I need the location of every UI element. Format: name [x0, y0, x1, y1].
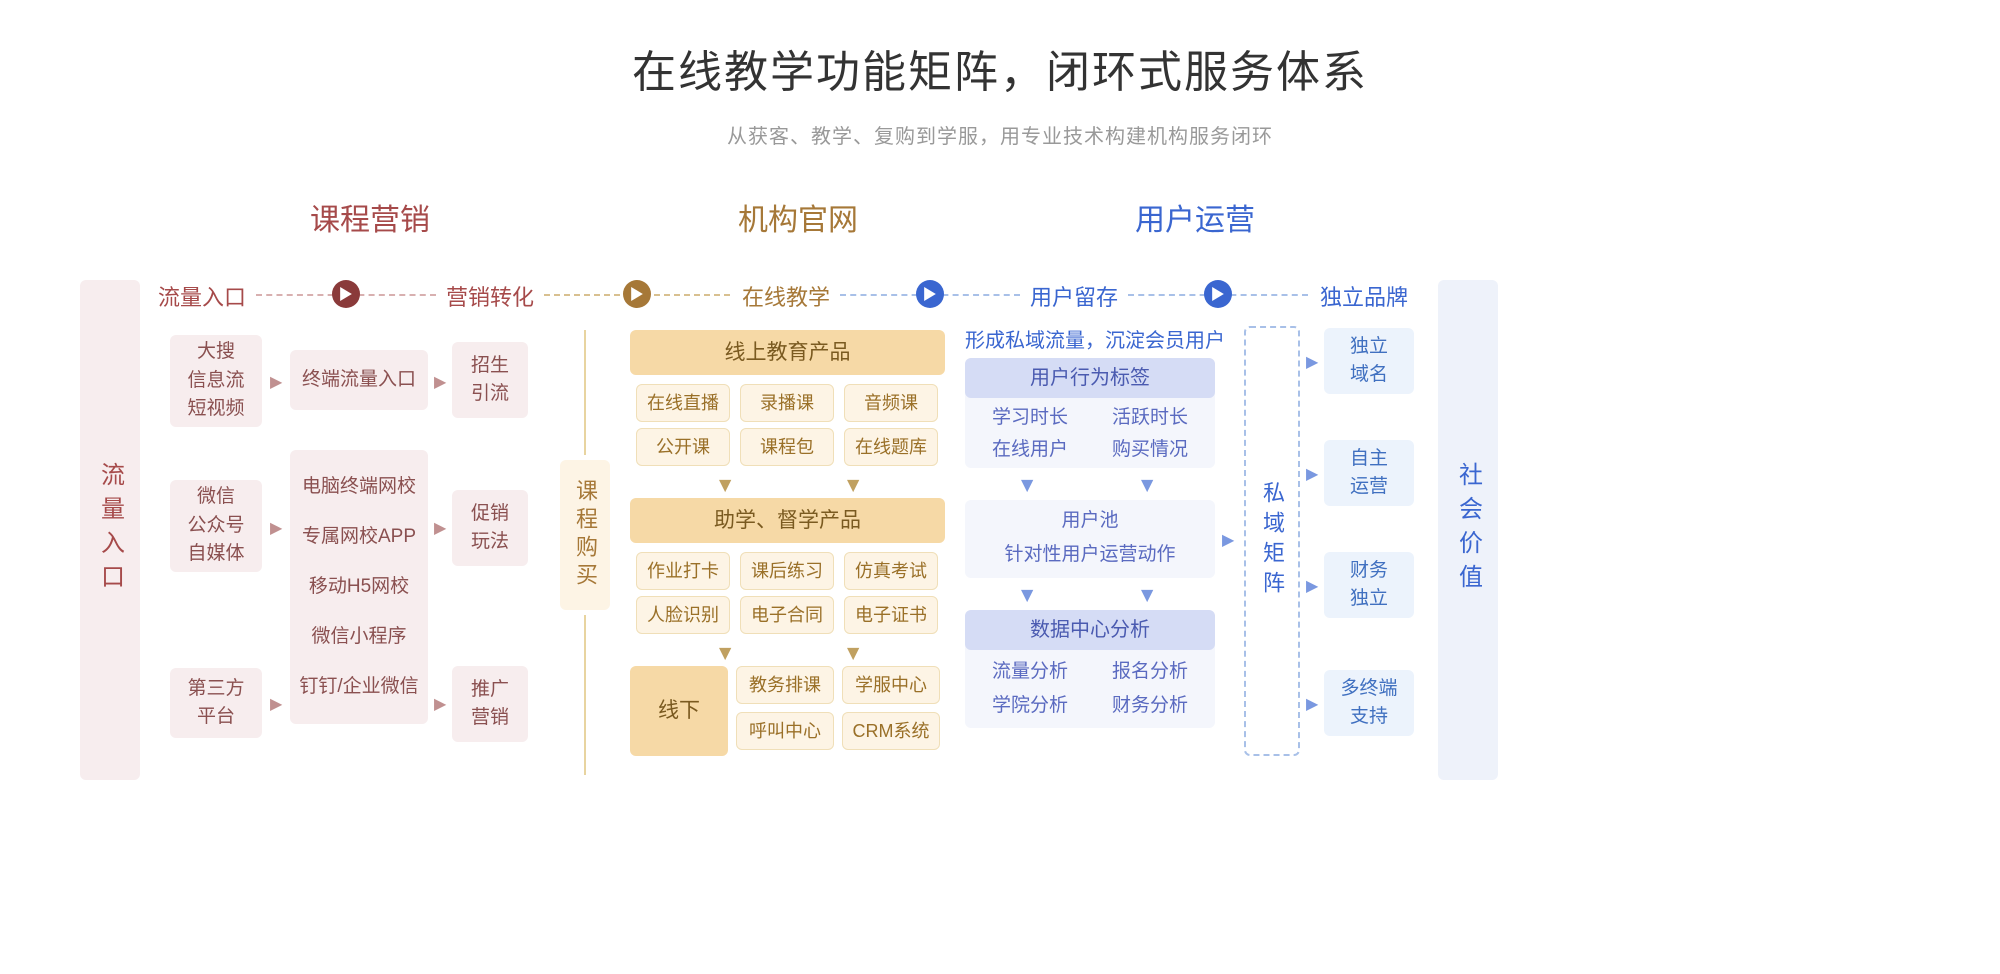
arrow-line-2 [544, 294, 730, 296]
online-item: 在线直播 [636, 384, 730, 422]
arrow-down-icon: ▶ [716, 480, 736, 492]
terminal-entry: 终端流量入口 [290, 350, 428, 410]
arrow-line-1 [256, 294, 436, 296]
brand-item: 独立 域名 [1324, 328, 1414, 394]
pillar-purchase: 课程购买 [560, 460, 610, 610]
online-item: 在线题库 [844, 428, 938, 466]
terminal-list: 电脑终端网校 专属网校APP 移动H5网校 微信小程序 钉钉/企业微信 [290, 450, 428, 724]
arrow-down-icon: ▶ [844, 480, 864, 492]
convert-2: 促销 玩法 [452, 490, 528, 566]
traffic-source-2: 微信 公众号 自媒体 [170, 480, 262, 572]
arrow-line-4 [1128, 294, 1308, 296]
arrow-icon: ▶ [1306, 352, 1318, 372]
arrow-down-icon: ▶ [716, 648, 736, 660]
traffic-source-3: 第三方 平台 [170, 668, 262, 738]
arrow-icon: ▶ [434, 518, 446, 538]
online-item: 课程包 [740, 428, 834, 466]
online-item: 公开课 [636, 428, 730, 466]
arrow-icon: ▶ [270, 694, 282, 714]
pool-header: 用户池 [965, 506, 1215, 536]
arrow-down-icon: ▶ [844, 648, 864, 660]
assist-products-header: 助学、督学产品 [630, 498, 945, 543]
section-site: 机构官网 [738, 195, 858, 239]
arrow-icon: ▶ [270, 518, 282, 538]
behavior-item: 购买情况 [1095, 436, 1205, 464]
traffic-source-1: 大搜 信息流 短视频 [170, 335, 262, 427]
sub-heading-row: 流量入口 营销转化 在线教学 用户留存 独立品牌 [0, 280, 2000, 310]
brand-item: 多终端 支持 [1324, 670, 1414, 736]
data-item: 流量分析 [975, 658, 1085, 686]
arrow-line-3 [840, 294, 1020, 296]
offline-header: 线下 [630, 666, 728, 756]
behavior-item: 活跃时长 [1095, 404, 1205, 432]
ops-note: 形成私域流量，沉淀会员用户 [965, 326, 1225, 356]
offline-item: 教务排课 [736, 666, 834, 704]
circle-arrow-icon [332, 280, 360, 308]
arrow-icon: ▶ [1306, 576, 1318, 596]
page-title: 在线教学功能矩阵，闭环式服务体系 [0, 0, 2000, 100]
terminal-item: 移动H5网校 [309, 573, 409, 602]
arrow-down-icon: ▶ [1018, 480, 1038, 492]
assist-item: 仿真考试 [844, 552, 938, 590]
pillar-line-bot [584, 615, 586, 775]
convert-1: 招生 引流 [452, 342, 528, 418]
arrow-down-icon: ▶ [1018, 590, 1038, 602]
brand-item: 自主 运营 [1324, 440, 1414, 506]
behavior-item: 在线用户 [975, 436, 1085, 464]
arrow-icon: ▶ [1306, 694, 1318, 714]
pillar-private-domain: 私域矩阵 [1244, 326, 1300, 756]
arrow-down-icon: ▶ [1138, 480, 1158, 492]
assist-item: 人脸识别 [636, 596, 730, 634]
subh-convert: 营销转化 [446, 280, 534, 312]
subh-traffic: 流量入口 [158, 280, 246, 312]
convert-3: 推广 营销 [452, 666, 528, 742]
arrow-down-icon: ▶ [1138, 590, 1158, 602]
behavior-header: 用户行为标签 [965, 358, 1215, 398]
data-item: 报名分析 [1095, 658, 1205, 686]
assist-item: 电子证书 [844, 596, 938, 634]
pillar-line-top [584, 330, 586, 455]
arrow-icon: ▶ [270, 372, 282, 392]
assist-item: 电子合同 [740, 596, 834, 634]
data-item: 财务分析 [1095, 692, 1205, 720]
terminal-item: 钉钉/企业微信 [299, 673, 418, 702]
behavior-item: 学习时长 [975, 404, 1085, 432]
terminal-item: 微信小程序 [311, 623, 406, 652]
online-products-header: 线上教育产品 [630, 330, 945, 375]
arrow-icon: ▶ [434, 372, 446, 392]
section-ops: 用户运营 [1135, 195, 1255, 239]
pillar-traffic: 流量入口 [80, 280, 140, 780]
arrow-icon: ▶ [1222, 530, 1234, 550]
page-subtitle: 从获客、教学、复购到学服，用专业技术构建机构服务闭环 [0, 120, 2000, 149]
subh-teach: 在线教学 [742, 280, 830, 312]
circle-arrow-icon [623, 280, 651, 308]
terminal-item: 专属网校APP [302, 523, 416, 552]
offline-item: 学服中心 [842, 666, 940, 704]
assist-item: 作业打卡 [636, 552, 730, 590]
circle-arrow-icon [916, 280, 944, 308]
data-item: 学院分析 [975, 692, 1085, 720]
offline-item: 呼叫中心 [736, 712, 834, 750]
section-marketing: 课程营销 [310, 195, 430, 239]
arrow-icon: ▶ [1306, 464, 1318, 484]
data-header: 数据中心分析 [965, 610, 1215, 650]
online-item: 音频课 [844, 384, 938, 422]
subh-retain: 用户留存 [1030, 280, 1118, 312]
assist-item: 课后练习 [740, 552, 834, 590]
subh-brand: 独立品牌 [1320, 280, 1408, 312]
arrow-icon: ▶ [434, 694, 446, 714]
brand-item: 财务 独立 [1324, 552, 1414, 618]
pool-note: 针对性用户运营动作 [965, 540, 1215, 570]
pillar-social-value: 社会价值 [1438, 280, 1498, 780]
circle-arrow-icon [1204, 280, 1232, 308]
online-item: 录播课 [740, 384, 834, 422]
terminal-item: 电脑终端网校 [302, 473, 416, 502]
offline-item: CRM系统 [842, 712, 940, 750]
